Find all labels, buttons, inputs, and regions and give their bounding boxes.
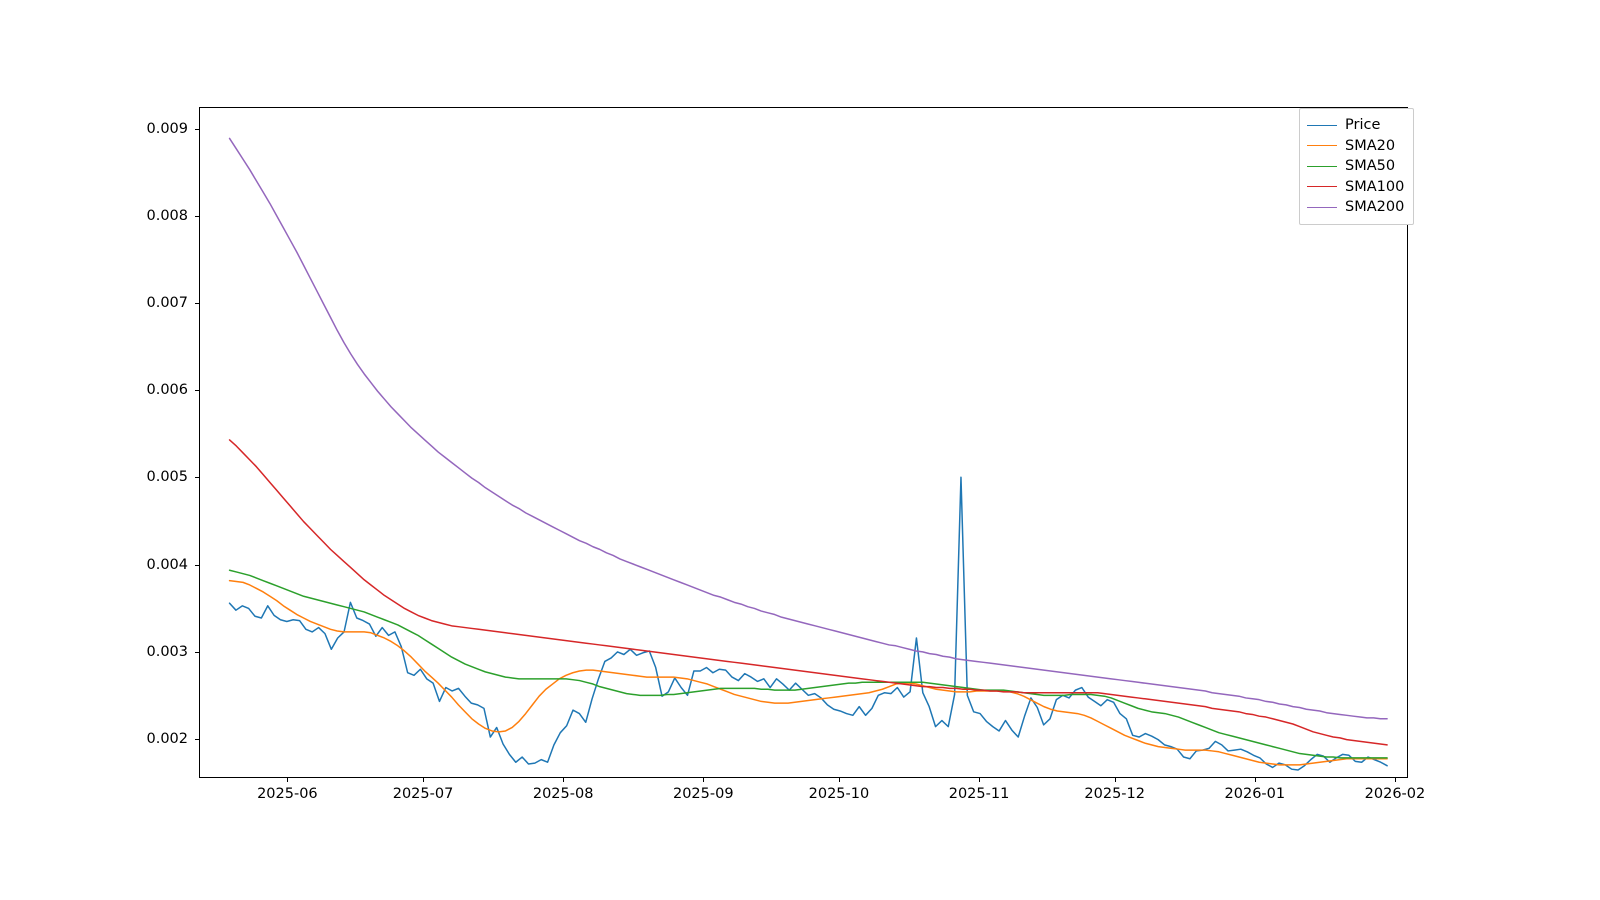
series-line-price	[230, 477, 1388, 770]
y-tick-mark	[195, 651, 199, 653]
y-tick-label: 0.005	[146, 469, 188, 486]
x-tick-mark	[838, 778, 840, 782]
series-line-sma100	[230, 440, 1388, 745]
x-tick-label: 2025-12	[1084, 786, 1145, 802]
legend-swatch-icon	[1307, 186, 1337, 188]
x-tick-mark	[563, 778, 565, 782]
x-tick-label: 2025-06	[257, 786, 318, 802]
plot-axes-area	[199, 107, 1408, 778]
y-tick-label: 0.006	[146, 382, 188, 399]
chart-legend[interactable]: Price SMA20 SMA50 SMA100 SMA200	[1299, 108, 1415, 225]
y-tick-mark	[195, 215, 199, 217]
legend-swatch-icon	[1307, 206, 1337, 208]
y-tick-label: 0.007	[146, 295, 188, 312]
series-lines-svg	[200, 108, 1407, 777]
y-tick-label: 0.003	[146, 643, 188, 660]
series-line-sma50	[230, 570, 1388, 758]
legend-label: SMA200	[1345, 199, 1405, 215]
x-tick-label: 2025-09	[672, 786, 734, 802]
x-tick-label: 2026-01	[1224, 786, 1286, 802]
x-tick-label: 2026-02	[1364, 786, 1426, 802]
x-tick-mark	[979, 778, 981, 782]
legend-label: SMA100	[1345, 178, 1405, 195]
legend-swatch-icon	[1307, 145, 1337, 147]
series-line-sma20	[230, 581, 1388, 765]
x-tick-mark	[423, 778, 425, 782]
y-tick-label: 0.002	[146, 730, 188, 747]
x-tick-label: 2025-07	[392, 786, 454, 802]
x-tick-label: 2025-11	[948, 786, 1010, 802]
x-tick-label: 2025-08	[532, 786, 594, 802]
y-tick-mark	[195, 128, 199, 130]
legend-label: Price	[1345, 117, 1381, 133]
x-tick-mark	[1114, 778, 1116, 782]
x-tick-label: 2025-10	[808, 786, 870, 802]
x-tick-mark	[1394, 778, 1396, 782]
y-tick-label: 0.008	[146, 207, 188, 224]
x-tick-mark	[287, 778, 289, 782]
legend-item-sma50[interactable]: SMA50	[1307, 156, 1404, 177]
y-tick-mark	[195, 390, 199, 392]
y-tick-label: 0.009	[146, 120, 188, 137]
y-tick-label: 0.004	[146, 556, 188, 573]
x-tick-mark	[1254, 778, 1256, 782]
series-line-sma200	[230, 138, 1388, 718]
legend-label: SMA50	[1345, 158, 1396, 174]
legend-swatch-icon	[1307, 124, 1337, 126]
legend-item-sma20[interactable]: SMA20	[1307, 136, 1404, 157]
legend-item-price[interactable]: Price	[1307, 115, 1404, 136]
y-tick-mark	[195, 738, 199, 740]
y-tick-mark	[195, 303, 199, 305]
y-tick-mark	[195, 477, 199, 479]
y-tick-mark	[195, 564, 199, 566]
legend-item-sma200[interactable]: SMA200	[1307, 197, 1404, 218]
x-tick-mark	[703, 778, 705, 782]
legend-label: SMA20	[1345, 137, 1396, 154]
legend-item-sma100[interactable]: SMA100	[1307, 177, 1404, 198]
legend-swatch-icon	[1307, 165, 1337, 167]
